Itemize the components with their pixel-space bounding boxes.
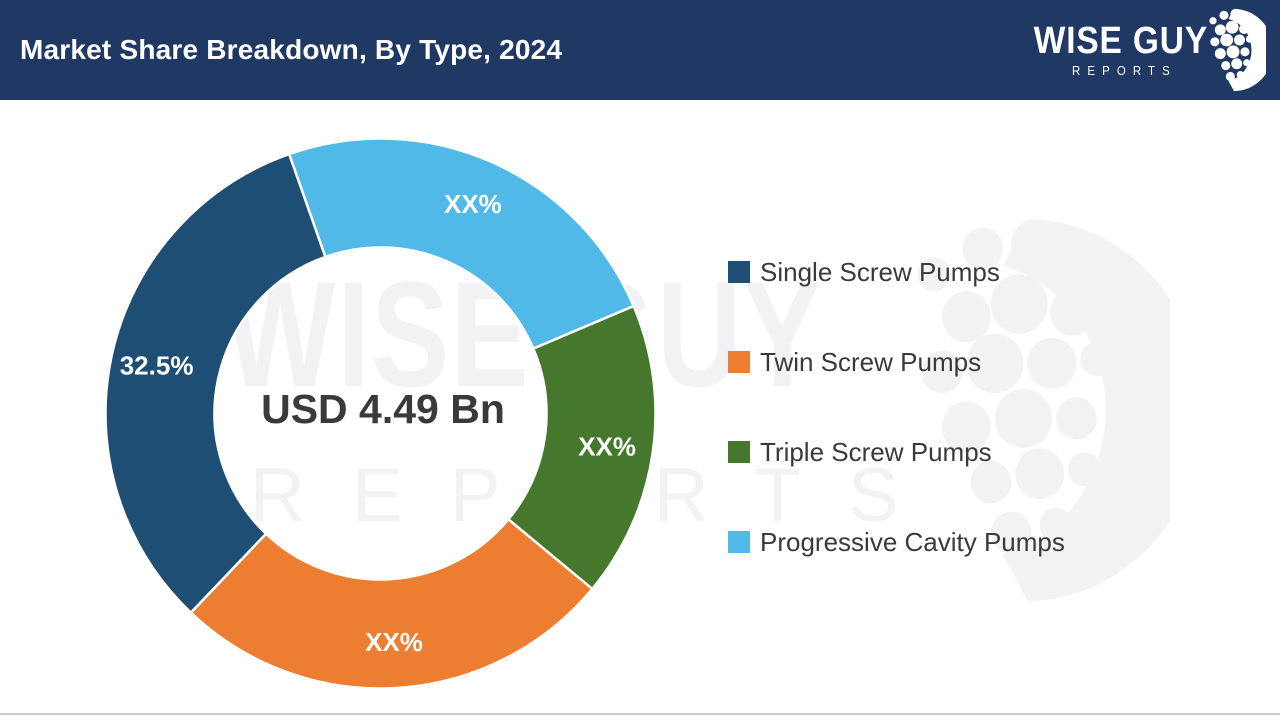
legend-label: Triple Screw Pumps [760,437,992,467]
legend-item-single-screw-pumps: Single Screw Pumps [728,250,1065,294]
donut-slice-twin-screw-pumps [189,518,594,690]
legend-swatch-progressive-cavity-pumps [728,531,750,553]
legend-item-progressive-cavity-pumps: Progressive Cavity Pumps [728,520,1065,564]
wise-guy-logo: WISE GUY REPORTS [1010,6,1266,94]
legend-label: Twin Screw Pumps [760,347,982,377]
donut-slice-labels: XX% XX% XX% 32.5% [120,189,636,657]
legend-swatch-triple-screw-pumps [728,441,750,463]
donut-slice-triple-screw-pumps [507,304,657,591]
slice-label: XX% [578,432,636,462]
legend: Single Screw Pumps Twin Screw Pumps Trip… [728,250,1065,610]
logo-wordmark-line1: WISE GUY [1033,19,1208,62]
legend-label: Progressive Cavity Pumps [760,527,1065,557]
slice-label: 32.5% [120,351,194,381]
logo-wordmark: WISE GUY REPORTS [1033,19,1208,79]
donut-chart: XX% XX% XX% 32.5% USD 4.49 Bn [104,137,657,690]
legend-item-triple-screw-pumps: Triple Screw Pumps [728,430,1065,474]
page-title: Market Share Breakdown, By Type, 2024 [20,34,563,65]
donut-slice-progressive-cavity-pumps [287,137,635,350]
logo-face-icon [1209,8,1266,92]
bottom-divider [0,713,1280,715]
slice-label: XX% [365,627,423,657]
legend-label: Single Screw Pumps [760,257,1000,287]
legend-swatch-single-screw-pumps [728,261,750,283]
header: Market Share Breakdown, By Type, 2024 WI… [0,0,1280,100]
chart-area: WISE GUY REPORTS XX%XX%XX%32.5% USD 4.49 [0,100,1280,720]
legend-swatch-twin-screw-pumps [728,351,750,373]
logo-wordmark-line2: REPORTS [1072,63,1177,79]
donut-slices [104,137,657,690]
donut-center-label: USD 4.49 Bn [261,386,505,432]
donut-slice-single-screw-pumps [104,152,327,614]
legend-item-twin-screw-pumps: Twin Screw Pumps [728,340,1065,384]
slice-label: XX% [444,189,502,219]
